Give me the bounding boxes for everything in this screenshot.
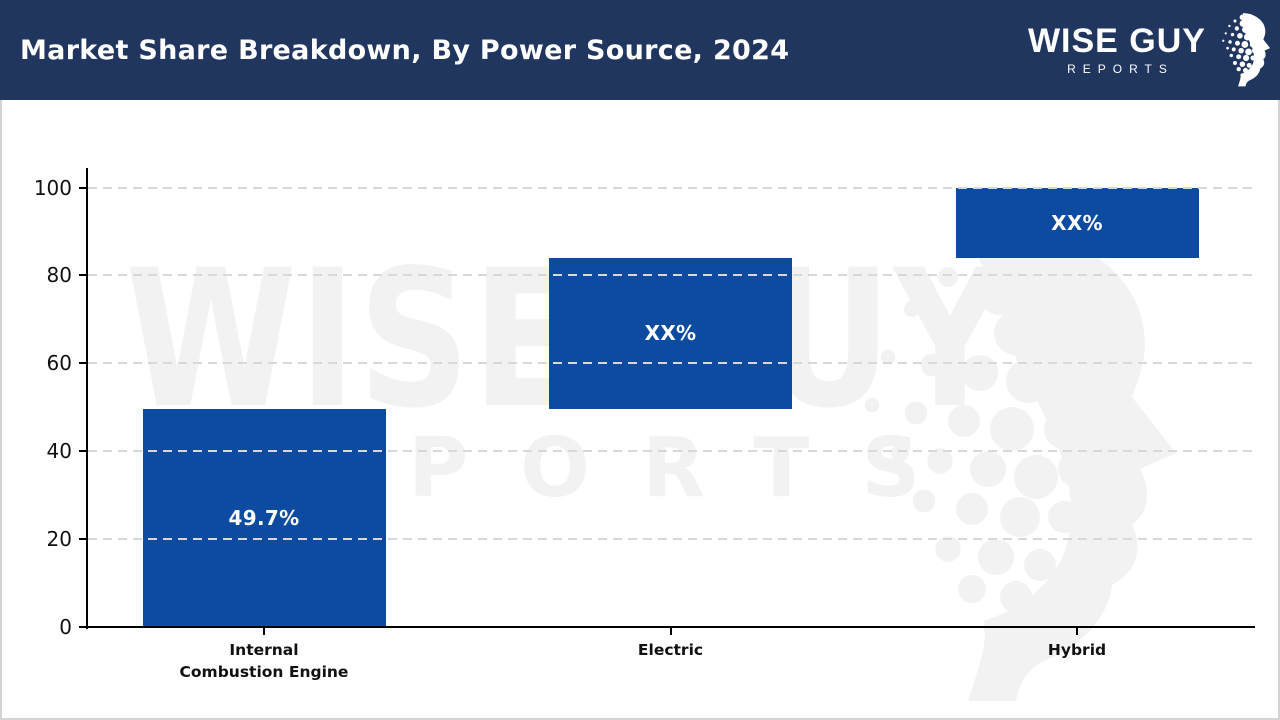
y-tick-mark xyxy=(79,626,87,628)
bar-segment: XX% xyxy=(955,187,1199,259)
x-category-label-line: Combustion Engine xyxy=(179,663,349,681)
x-category-label-line: Hybrid xyxy=(1047,641,1107,659)
page-title: Market Share Breakdown, By Power Source,… xyxy=(20,34,790,66)
gridline xyxy=(88,186,1253,189)
x-category-label: Electric xyxy=(511,639,831,661)
page-left-border xyxy=(0,100,2,720)
page-bottom-border xyxy=(0,718,1280,720)
x-axis-line xyxy=(86,626,1255,628)
y-tick-label: 20 xyxy=(46,527,72,552)
x-category-label: Internal Combustion Engine xyxy=(104,639,424,683)
y-tick-label: 100 xyxy=(33,175,72,200)
bar-segment: XX% xyxy=(549,258,792,409)
x-category-label-line: Internal xyxy=(229,641,299,659)
y-tick-mark xyxy=(79,362,87,365)
gridline xyxy=(88,538,1253,541)
gridline xyxy=(88,274,1253,277)
x-category-label-line: Electric xyxy=(637,641,704,659)
bar-value-label: 49.7% xyxy=(228,505,300,530)
y-tick-mark xyxy=(79,538,87,541)
y-tick-label: 40 xyxy=(46,439,72,464)
logo-text: WISE GUY REPORTS xyxy=(1028,24,1206,76)
y-tick-mark xyxy=(79,186,87,189)
bar-segment: 49.7% xyxy=(142,408,386,627)
header-bar: Market Share Breakdown, By Power Source,… xyxy=(0,0,1280,100)
gridline xyxy=(88,362,1253,365)
x-tick-mark xyxy=(669,628,672,635)
y-tick-label: 80 xyxy=(46,263,72,288)
y-tick-label: 0 xyxy=(59,615,72,639)
bar-value-label: XX% xyxy=(1051,210,1103,235)
x-category-label: Hybrid xyxy=(917,639,1237,661)
y-tick-label: 60 xyxy=(46,351,72,376)
logo-face-icon xyxy=(1222,13,1271,87)
y-tick-mark xyxy=(79,450,87,453)
logo-reports-text: REPORTS xyxy=(1067,62,1174,76)
x-tick-mark xyxy=(263,628,265,635)
wiseguy-logo: WISE GUY REPORTS xyxy=(1028,13,1274,87)
bar-value-label: XX% xyxy=(644,321,697,346)
y-axis-line xyxy=(86,168,88,629)
page-right-border xyxy=(1278,100,1280,720)
gridline xyxy=(88,450,1253,453)
x-tick-mark xyxy=(1076,628,1078,635)
logo-wiseguy-text: WISE GUY xyxy=(1027,22,1206,60)
y-tick-mark xyxy=(79,274,87,277)
